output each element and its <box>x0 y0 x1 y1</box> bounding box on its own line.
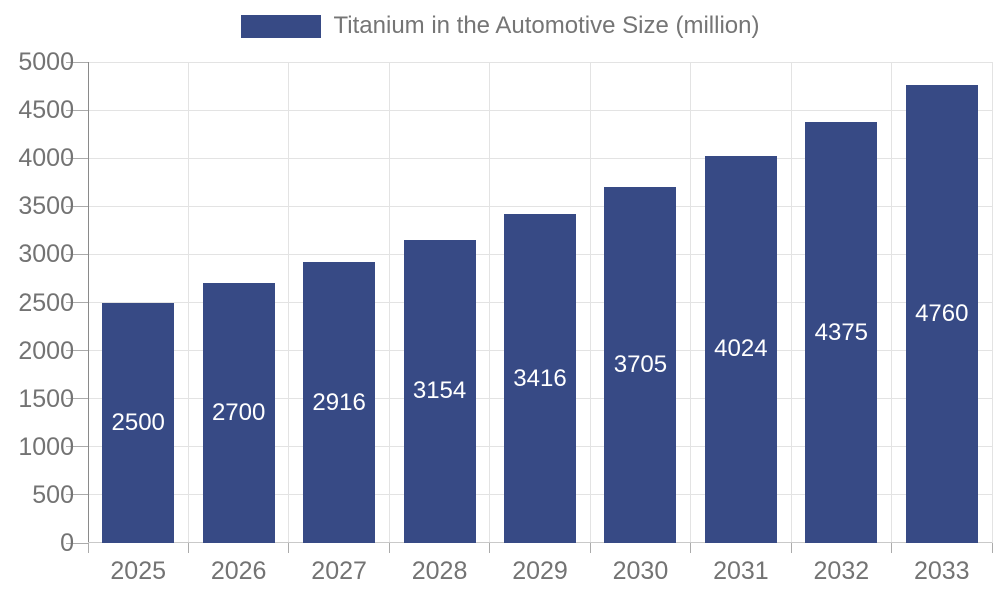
bar-value-label: 2500 <box>111 408 165 436</box>
gridline-vertical <box>690 62 692 543</box>
y-axis-tick-label: 500 <box>32 480 74 509</box>
y-tick-mark <box>66 542 88 544</box>
y-axis-tick-label: 2500 <box>18 288 74 317</box>
gridline-vertical <box>489 62 491 543</box>
y-tick-mark <box>66 302 88 303</box>
gridline-vertical <box>288 62 290 543</box>
y-tick-mark <box>66 350 88 352</box>
y-tick-mark <box>66 61 88 63</box>
x-axis-tick-label: 2025 <box>110 557 167 585</box>
gridline-horizontal <box>88 205 992 207</box>
y-axis-tick-label: 1000 <box>18 432 74 461</box>
x-tick-mark <box>187 543 189 553</box>
bar-value-label: 4760 <box>915 300 969 328</box>
legend-label: Titanium in the Automotive Size (million… <box>333 12 760 39</box>
bar-2028[interactable]: 3154 <box>403 239 476 543</box>
gridline-horizontal <box>88 157 992 159</box>
x-axis-tick-label: 2027 <box>311 557 367 585</box>
bar-value-label: 4375 <box>814 318 869 346</box>
x-axis-tick-label: 2026 <box>210 557 267 585</box>
y-axis-tick-label: 3000 <box>18 240 74 269</box>
bar-2030[interactable]: 3705 <box>604 186 677 543</box>
bar-value-label: 3705 <box>613 350 668 378</box>
bar-2029[interactable]: 3416 <box>504 214 576 543</box>
bar-value-label: 3154 <box>412 377 467 405</box>
y-axis-tick-label: 2000 <box>18 336 74 365</box>
legend[interactable]: Titanium in the Automotive Size (million… <box>0 12 1000 40</box>
x-tick-mark <box>589 543 591 553</box>
y-axis-tick-label: 3500 <box>18 192 74 221</box>
x-tick-mark <box>388 543 390 553</box>
x-tick-mark <box>891 543 893 553</box>
y-tick-mark <box>66 109 88 111</box>
y-tick-mark <box>66 205 88 207</box>
y-axis-tick-label: 1500 <box>18 384 74 413</box>
x-axis-tick-label: 2030 <box>612 557 669 585</box>
bar-2027[interactable]: 2916 <box>303 262 376 543</box>
bar-value-label: 2916 <box>312 388 366 416</box>
gridline-horizontal <box>88 109 992 111</box>
x-tick-mark <box>690 543 692 553</box>
y-axis-tick-label: 4500 <box>18 96 74 125</box>
bar-2032[interactable]: 4375 <box>805 122 878 543</box>
bar-2031[interactable]: 4024 <box>704 155 777 543</box>
gridline-vertical <box>388 62 390 543</box>
bar-2033[interactable]: 4760 <box>905 85 978 543</box>
y-tick-mark <box>66 253 88 255</box>
bar-value-label: 2700 <box>211 399 266 427</box>
y-tick-mark <box>66 494 88 496</box>
gridline-vertical <box>187 62 189 543</box>
x-axis-tick-label: 2031 <box>713 557 769 585</box>
x-tick-mark <box>489 543 491 553</box>
bar-value-label: 4024 <box>714 335 768 363</box>
x-tick-mark <box>790 543 792 553</box>
bar-2026[interactable]: 2700 <box>202 283 275 543</box>
y-tick-mark <box>66 446 88 448</box>
gridline-vertical <box>891 62 893 543</box>
gridline-horizontal <box>88 61 992 63</box>
x-tick-mark <box>87 543 89 553</box>
y-axis-tick-label: 5000 <box>18 48 74 76</box>
x-tick-mark <box>288 543 290 553</box>
x-axis-tick-label: 2032 <box>813 557 870 585</box>
bar-2025[interactable]: 2500 <box>102 302 175 543</box>
legend-swatch <box>240 14 321 38</box>
x-axis-tick-label: 2028 <box>411 557 468 585</box>
y-tick-mark <box>66 398 88 400</box>
x-tick-mark <box>991 543 993 553</box>
y-axis-line <box>88 62 89 543</box>
y-axis-tick-label: 4000 <box>18 144 74 173</box>
gridline-vertical <box>790 62 792 543</box>
x-axis-tick-label: 2033 <box>913 557 970 585</box>
y-axis-tick-label: 0 <box>60 529 74 557</box>
plot-area: 2500 2700 2916 3154 3416 3705 4024 4375 4760 <box>66 61 993 553</box>
y-tick-mark <box>66 157 88 159</box>
gridline-vertical <box>991 62 993 543</box>
bar-value-label: 3416 <box>513 364 567 392</box>
x-axis-tick-label: 2029 <box>512 557 568 585</box>
gridline-vertical <box>589 62 591 543</box>
